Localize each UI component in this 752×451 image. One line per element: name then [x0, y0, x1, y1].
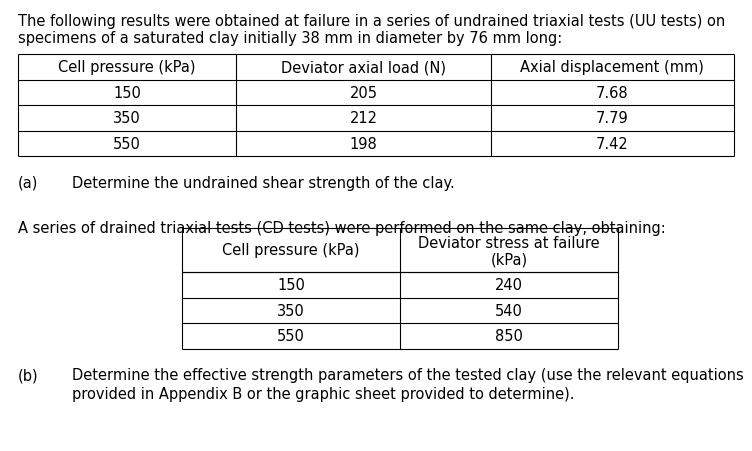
Text: 240: 240	[495, 278, 523, 293]
Text: 7.79: 7.79	[596, 111, 629, 126]
Text: (kPa): (kPa)	[490, 252, 528, 267]
Text: 550: 550	[114, 137, 141, 152]
Text: 7.68: 7.68	[596, 86, 629, 101]
Text: (b): (b)	[18, 368, 38, 382]
Text: 540: 540	[495, 303, 523, 318]
Text: 350: 350	[277, 303, 305, 318]
Text: 850: 850	[495, 328, 523, 344]
Text: Axial displacement (mm): Axial displacement (mm)	[520, 60, 704, 75]
Text: Deviator axial load (N): Deviator axial load (N)	[281, 60, 446, 75]
Text: 550: 550	[277, 328, 305, 344]
Text: 150: 150	[114, 86, 141, 101]
Text: The following results were obtained at failure in a series of undrained triaxial: The following results were obtained at f…	[18, 14, 725, 29]
Text: specimens of a saturated clay initially 38 mm in diameter by 76 mm long:: specimens of a saturated clay initially …	[18, 31, 562, 46]
Text: Cell pressure (kPa): Cell pressure (kPa)	[59, 60, 196, 75]
Text: 350: 350	[114, 111, 141, 126]
Text: Determine the undrained shear strength of the clay.: Determine the undrained shear strength o…	[72, 175, 455, 191]
Text: 212: 212	[350, 111, 378, 126]
Text: provided in Appendix B or the graphic sheet provided to determine).: provided in Appendix B or the graphic sh…	[72, 386, 575, 401]
Text: A series of drained triaxial tests (CD tests) were performed on the same clay, o: A series of drained triaxial tests (CD t…	[18, 221, 666, 235]
Text: Cell pressure (kPa): Cell pressure (kPa)	[223, 243, 359, 258]
Text: Determine the effective strength parameters of the tested clay (use the relevant: Determine the effective strength paramet…	[72, 368, 744, 382]
Text: Deviator stress at failure: Deviator stress at failure	[418, 236, 600, 251]
Text: 7.42: 7.42	[596, 137, 629, 152]
Text: 205: 205	[350, 86, 378, 101]
Text: 198: 198	[350, 137, 378, 152]
Text: 150: 150	[277, 278, 305, 293]
Text: (a): (a)	[18, 175, 38, 191]
